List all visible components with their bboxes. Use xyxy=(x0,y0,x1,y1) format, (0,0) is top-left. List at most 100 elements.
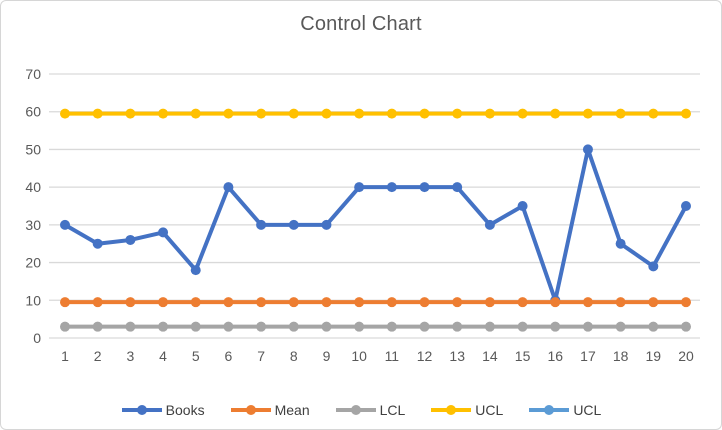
data-point-lcl xyxy=(582,321,593,332)
x-tick-label: 17 xyxy=(580,348,596,364)
data-point-mean xyxy=(582,297,593,308)
data-point-books xyxy=(615,238,626,249)
x-tick-label: 18 xyxy=(613,348,629,364)
data-point-ucl xyxy=(615,108,626,119)
data-point-ucl xyxy=(288,108,299,119)
x-tick-label: 5 xyxy=(192,348,200,364)
x-tick-label: 6 xyxy=(225,348,233,364)
chart-legend: Books Mean LCL UCL UCL xyxy=(1,402,721,418)
legend-marker xyxy=(230,405,271,415)
data-point-mean xyxy=(484,297,495,308)
legend-marker xyxy=(335,405,376,415)
x-tick-label: 12 xyxy=(417,348,433,364)
data-point-books xyxy=(419,182,430,193)
data-point-lcl xyxy=(288,321,299,332)
data-point-mean xyxy=(321,297,332,308)
data-point-ucl xyxy=(125,108,136,119)
data-point-ucl xyxy=(648,108,659,119)
data-point-books xyxy=(582,144,593,155)
legend-item-ucl: UCL xyxy=(430,402,503,418)
y-tick-label: 60 xyxy=(25,104,41,120)
data-point-ucl xyxy=(419,108,430,119)
data-point-mean xyxy=(125,297,136,308)
data-point-ucl xyxy=(321,108,332,119)
data-point-lcl xyxy=(190,321,201,332)
data-point-mean xyxy=(223,297,234,308)
data-point-mean xyxy=(60,297,70,308)
y-tick-label: 70 xyxy=(25,66,41,82)
x-tick-label: 9 xyxy=(323,348,331,364)
data-point-lcl xyxy=(354,321,365,332)
data-point-books xyxy=(452,182,463,193)
x-tick-label: 3 xyxy=(126,348,134,364)
x-tick-label: 14 xyxy=(482,348,498,364)
data-point-books xyxy=(681,201,691,211)
data-point-books xyxy=(92,238,103,249)
x-tick-label: 20 xyxy=(678,348,694,364)
data-point-lcl xyxy=(615,321,626,332)
data-point-books xyxy=(158,227,169,238)
data-point-mean xyxy=(517,297,528,308)
x-tick-label: 16 xyxy=(547,348,563,364)
y-tick-label: 10 xyxy=(25,292,41,308)
data-point-ucl xyxy=(158,108,169,119)
data-point-mean xyxy=(386,297,397,308)
data-point-lcl xyxy=(321,321,332,332)
data-point-lcl xyxy=(452,321,463,332)
legend-label: Mean xyxy=(274,402,310,418)
data-point-ucl xyxy=(452,108,463,119)
data-point-lcl xyxy=(681,321,691,332)
legend-label: UCL xyxy=(475,402,504,418)
data-point-mean xyxy=(288,297,299,308)
data-point-books xyxy=(223,182,234,193)
data-point-mean xyxy=(354,297,365,308)
data-point-books xyxy=(354,182,365,193)
data-point-mean xyxy=(615,297,626,308)
data-point-ucl xyxy=(386,108,397,119)
data-point-lcl xyxy=(419,321,430,332)
data-point-lcl xyxy=(484,321,495,332)
y-tick-label: 30 xyxy=(25,217,41,233)
legend-item-books: Books xyxy=(121,402,205,418)
x-tick-label: 19 xyxy=(646,348,662,364)
x-tick-label: 10 xyxy=(351,348,367,364)
x-tick-label: 7 xyxy=(257,348,265,364)
data-point-mean xyxy=(92,297,103,308)
data-point-ucl xyxy=(223,108,234,119)
data-point-books xyxy=(648,261,659,272)
data-point-lcl xyxy=(648,321,659,332)
data-point-ucl xyxy=(550,108,561,119)
data-point-books xyxy=(190,265,201,276)
data-point-lcl xyxy=(223,321,234,332)
data-point-lcl xyxy=(386,321,397,332)
data-point-books xyxy=(256,219,267,230)
data-point-books xyxy=(386,182,397,193)
data-point-mean xyxy=(190,297,201,308)
x-tick-label: 1 xyxy=(61,348,69,364)
x-tick-label: 13 xyxy=(449,348,465,364)
data-point-ucl xyxy=(681,108,691,119)
y-tick-label: 50 xyxy=(25,141,41,157)
data-point-ucl xyxy=(517,108,528,119)
y-tick-label: 0 xyxy=(33,330,41,346)
data-point-mean xyxy=(550,297,561,308)
x-tick-label: 15 xyxy=(515,348,531,364)
data-point-books xyxy=(60,219,70,230)
data-point-books xyxy=(288,219,299,230)
data-point-lcl xyxy=(158,321,169,332)
data-point-lcl xyxy=(92,321,103,332)
legend-item-mean: Mean xyxy=(230,402,310,418)
legend-item-ucl: UCL xyxy=(528,402,601,418)
data-point-books xyxy=(484,219,495,230)
data-point-ucl xyxy=(256,108,267,119)
x-tick-label: 8 xyxy=(290,348,298,364)
data-point-mean xyxy=(681,297,691,308)
x-tick-label: 2 xyxy=(94,348,102,364)
data-point-lcl xyxy=(60,321,70,332)
legend-marker xyxy=(431,405,472,415)
x-tick-label: 11 xyxy=(385,348,400,364)
data-point-ucl xyxy=(354,108,365,119)
data-point-mean xyxy=(158,297,169,308)
